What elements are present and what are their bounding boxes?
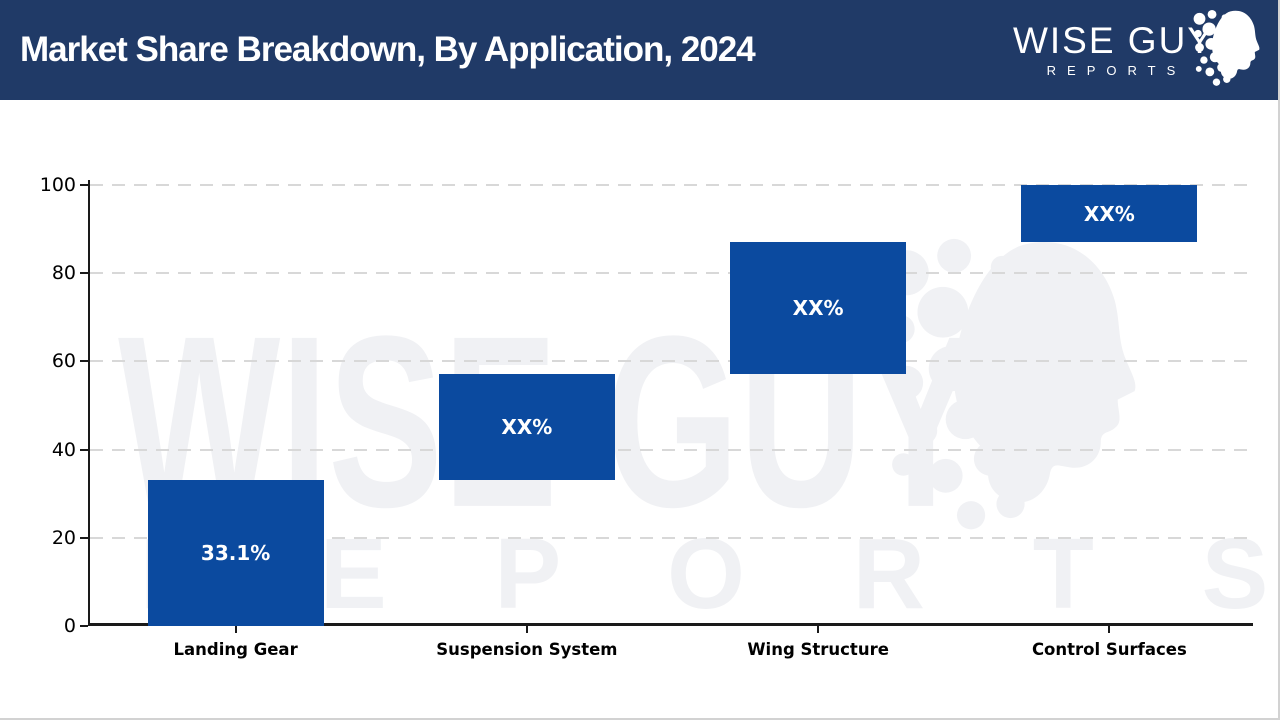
brand-subtitle: REPORTS — [1046, 62, 1187, 78]
y-axis-tick-label: 40 — [51, 438, 76, 461]
y-axis-tick-label: 100 — [39, 174, 76, 196]
y-axis-tick — [80, 272, 88, 275]
y-gridline — [90, 536, 1253, 539]
x-axis-tick — [234, 626, 237, 633]
header-bar: Market Share Breakdown, By Application, … — [0, 0, 1278, 100]
brand-logo: WISE GUY REPORTS — [1013, 0, 1266, 100]
y-axis-tick-label: 20 — [51, 526, 76, 549]
waterfall-bar-segment: XX% — [1021, 185, 1198, 243]
face-profile-dots-icon — [1192, 7, 1266, 94]
bar-value-label: XX% — [792, 296, 844, 321]
y-axis-tick-label: 60 — [51, 350, 76, 373]
bar-value-label: 33.1% — [200, 541, 271, 565]
brand-logo-text: WISE GUY REPORTS — [1012, 20, 1214, 78]
x-axis-tick — [817, 626, 820, 633]
x-axis-category-label: Wing Structure — [747, 640, 889, 659]
y-gridline — [90, 184, 1253, 186]
y-axis-tick — [80, 625, 88, 627]
plot-area: 0 20 40 60 80 100 33.1% Landing Gear XX% Suspensi… — [40, 174, 1253, 659]
waterfall-bar-segment: XX% — [438, 373, 615, 480]
x-axis-tick — [525, 626, 528, 633]
bar-value-label: XX% — [1083, 201, 1135, 226]
waterfall-bar-segment: 33.1% — [147, 480, 324, 626]
y-axis-tick-label: 80 — [51, 262, 76, 285]
x-axis-category-label: Control Surfaces — [1031, 640, 1187, 659]
x-axis-category-label: Landing Gear — [173, 640, 298, 659]
brand-name: WISE GUY — [1012, 20, 1214, 62]
y-gridline — [90, 448, 1253, 451]
y-axis-tick — [80, 448, 88, 451]
y-gridline — [90, 272, 1253, 275]
y-axis-tick — [80, 184, 88, 186]
x-axis-tick — [1108, 626, 1111, 633]
y-axis-tick-label: 0 — [63, 615, 76, 637]
watermark-subtitle-text: R E P O R T S — [140, 518, 1280, 630]
x-axis-category-label: Suspension System — [436, 640, 618, 659]
y-gridline — [90, 360, 1253, 363]
page-title: Market Share Breakdown, By Application, … — [20, 30, 756, 69]
bar-value-label: XX% — [501, 414, 553, 439]
y-axis-tick — [80, 536, 88, 539]
y-axis-tick — [80, 360, 88, 363]
waterfall-bar-segment: XX% — [730, 242, 907, 374]
